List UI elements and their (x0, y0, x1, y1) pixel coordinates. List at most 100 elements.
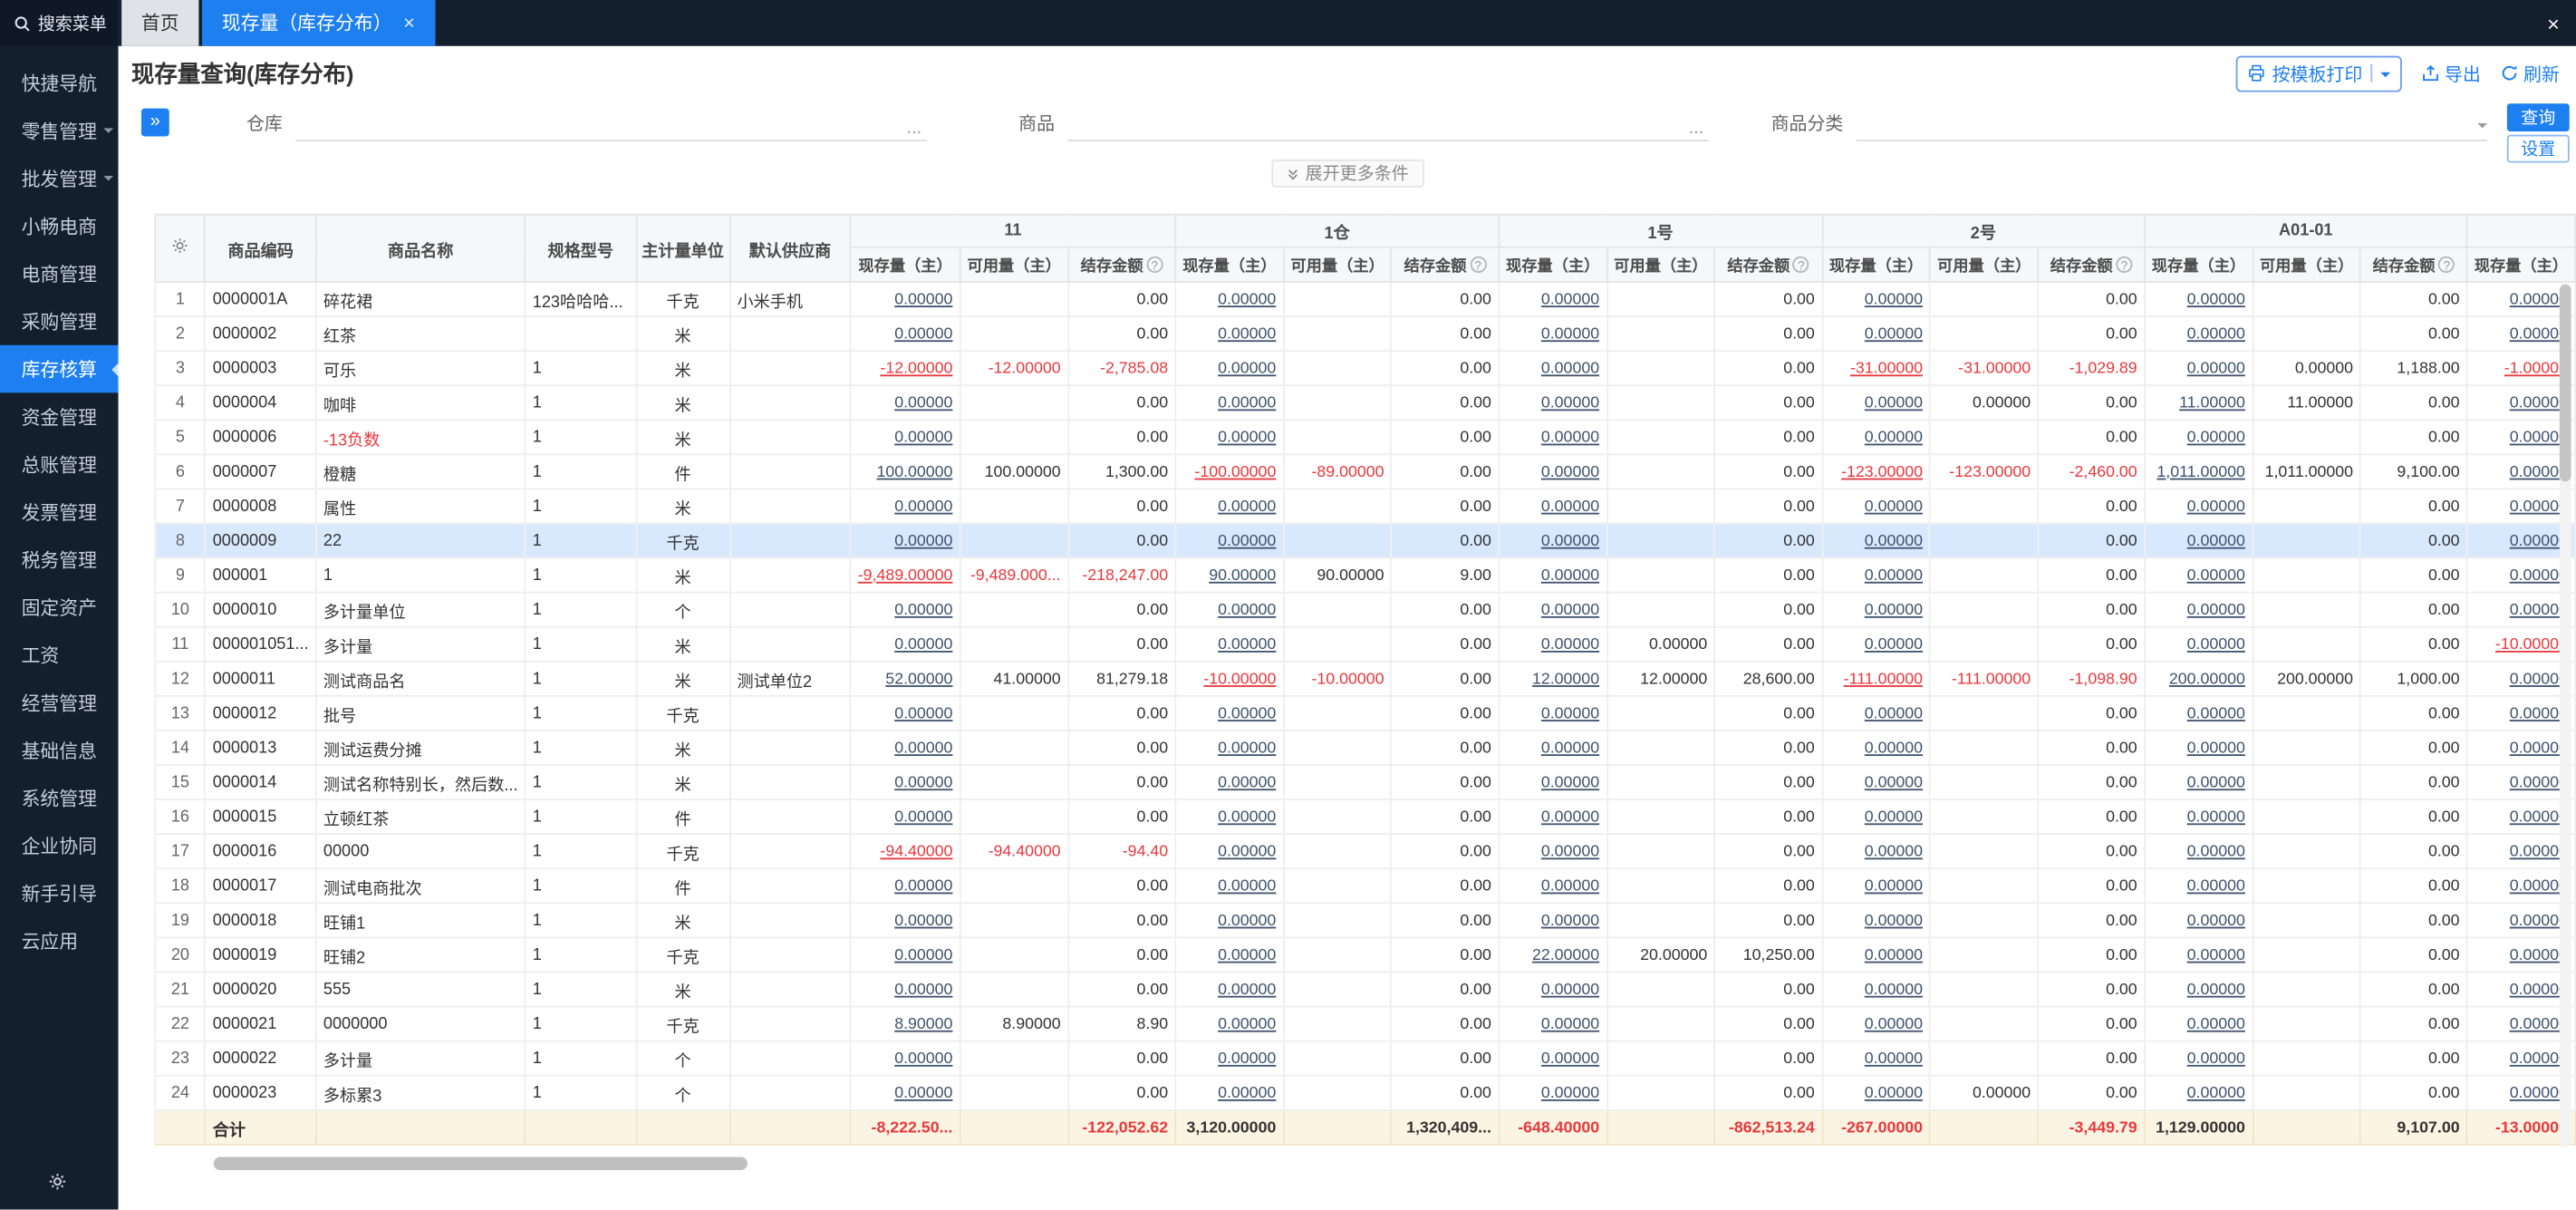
sidebar-item-2[interactable]: 零售管理 (0, 107, 119, 155)
onhand-qty-link[interactable]: 0.00000 (1218, 393, 1277, 412)
onhand-qty-link[interactable]: 0.00000 (2509, 600, 2568, 619)
onhand-qty-cell[interactable]: 22.00000 (1499, 937, 1608, 973)
onhand-qty-link[interactable]: 0.00000 (894, 876, 953, 895)
table-row[interactable]: 4 0000004 咖啡 1 米 0.00000 0.00 0.00000 0.00 0.0000… (154, 385, 2576, 421)
onhand-qty-cell[interactable]: 0.00000 (1499, 903, 1608, 939)
table-row[interactable]: 3 0000003 可乐 1 米 -12.00000 -12.00000 -2,785.08 0… (154, 351, 2576, 387)
onhand-qty-cell[interactable]: 0.00000 (850, 765, 961, 800)
onhand-qty-link[interactable]: 0.00000 (2186, 876, 2245, 895)
onhand-qty-cell[interactable]: 0.00000 (1821, 592, 1932, 628)
onhand-qty-cell[interactable]: 0.00000 (850, 799, 961, 836)
onhand-qty-cell[interactable]: 0.00000 (2466, 523, 2576, 559)
onhand-qty-link[interactable]: 0.00000 (1864, 876, 1923, 895)
onhand-qty-link[interactable]: 0.00000 (1864, 1049, 1923, 1068)
onhand-qty-cell[interactable]: 0.00000 (1821, 626, 1932, 663)
onhand-qty-cell[interactable]: 0.00000 (2466, 281, 2576, 317)
onhand-qty-cell[interactable]: 0.00000 (1175, 316, 1285, 353)
print-by-template-button[interactable]: 按模板打印 (2235, 54, 2402, 92)
sidebar-item-6[interactable]: 采购管理 (0, 297, 119, 345)
goods-input[interactable] (1067, 113, 1684, 140)
sidebar-settings-gear-icon[interactable] (48, 1170, 68, 1200)
onhand-qty-link[interactable]: 0.00000 (2186, 531, 2245, 550)
info-icon[interactable]: ? (2116, 256, 2133, 273)
onhand-qty-cell[interactable]: 0.00000 (2144, 972, 2253, 1008)
onhand-qty-cell[interactable]: 0.00000 (1499, 765, 1608, 800)
table-row[interactable]: 9 000001 1 1 米 -9,489.00000 -9,489.000... -218,… (154, 557, 2576, 594)
table-row[interactable]: 18 0000017 测试电商批次 1 件 0.00000 0.00 0.00000 0.00 0… (154, 868, 2576, 905)
sidebar-item-11[interactable]: 税务管理 (0, 536, 119, 584)
onhand-qty-link[interactable]: 0.00000 (894, 428, 953, 447)
onhand-qty-cell[interactable]: 0.00000 (1821, 523, 1932, 559)
onhand-qty-cell[interactable]: 0.00000 (2466, 1041, 2576, 1077)
onhand-qty-link[interactable]: 0.00000 (2186, 773, 2245, 792)
onhand-qty-link[interactable]: 0.00000 (1864, 773, 1923, 792)
onhand-qty-cell[interactable]: 8.90000 (850, 1006, 961, 1042)
onhand-qty-cell[interactable]: 0.00000 (1821, 903, 1932, 939)
sidebar-item-14[interactable]: 经营管理 (0, 679, 119, 727)
onhand-qty-link[interactable]: 0.00000 (1540, 359, 1600, 378)
close-icon[interactable]: × (2547, 10, 2560, 35)
onhand-qty-link[interactable]: 0.00000 (2509, 911, 2568, 930)
onhand-qty-cell[interactable]: 11.00000 (2144, 385, 2253, 421)
onhand-qty-link[interactable]: -12.00000 (880, 359, 953, 378)
onhand-qty-cell[interactable]: 0.00000 (2466, 730, 2576, 766)
onhand-qty-link[interactable]: 0.00000 (2509, 703, 2568, 722)
onhand-qty-link[interactable]: 0.00000 (2186, 497, 2245, 516)
onhand-qty-cell[interactable]: 0.00000 (1499, 730, 1608, 766)
onhand-qty-cell[interactable]: 0.00000 (850, 972, 961, 1008)
table-row[interactable]: 13 0000012 批号 1 千克 0.00000 0.00 0.00000 0.00 0.00… (154, 695, 2576, 731)
table-row[interactable]: 14 0000013 测试运费分摊 1 米 0.00000 0.00 0.00000 0.00 0… (154, 730, 2576, 766)
onhand-qty-cell[interactable]: 0.00000 (1499, 1041, 1608, 1077)
onhand-qty-link[interactable]: 0.00000 (1218, 911, 1277, 930)
onhand-qty-link[interactable]: 0.00000 (894, 703, 953, 722)
onhand-qty-cell[interactable]: 0.00000 (2144, 316, 2253, 353)
onhand-qty-cell[interactable]: 0.00000 (1175, 834, 1285, 870)
onhand-qty-cell[interactable]: 0.00000 (1175, 1041, 1285, 1077)
onhand-qty-cell[interactable]: 0.00000 (1499, 626, 1608, 663)
onhand-qty-cell[interactable]: 0.00000 (1499, 316, 1608, 353)
sidebar-search[interactable]: 搜索菜单 (0, 0, 119, 46)
onhand-qty-link[interactable]: 0.00000 (894, 773, 953, 792)
onhand-qty-cell[interactable]: 0.00000 (2466, 316, 2576, 353)
onhand-qty-link[interactable]: 11.00000 (2179, 393, 2245, 412)
onhand-qty-link[interactable]: 0.00000 (894, 324, 953, 344)
onhand-qty-cell[interactable]: 0.00000 (2144, 799, 2253, 836)
onhand-qty-cell[interactable]: -94.40000 (850, 834, 961, 870)
table-row[interactable]: 6 0000007 橙糖 1 件 100.00000 100.00000 1,300.00 -1… (154, 454, 2576, 490)
onhand-qty-link[interactable]: 0.00000 (1864, 703, 1923, 722)
onhand-qty-cell[interactable]: 0.00000 (1821, 868, 1932, 905)
onhand-qty-link[interactable]: 0.00000 (2186, 1014, 2245, 1033)
onhand-qty-cell[interactable]: 0.00000 (850, 937, 961, 973)
onhand-qty-cell[interactable]: 0.00000 (1175, 937, 1285, 973)
onhand-qty-cell[interactable]: 0.00000 (1175, 592, 1285, 628)
onhand-qty-cell[interactable]: 100.00000 (850, 454, 961, 490)
onhand-qty-cell[interactable]: 0.00000 (1175, 1006, 1285, 1042)
onhand-qty-link[interactable]: 0.00000 (1218, 808, 1277, 827)
onhand-qty-cell[interactable]: 0.00000 (1175, 765, 1285, 800)
onhand-qty-link[interactable]: 0.00000 (2509, 393, 2568, 412)
onhand-qty-link[interactable]: 0.00000 (2186, 808, 2245, 827)
onhand-qty-link[interactable]: 0.00000 (2509, 1014, 2568, 1033)
onhand-qty-link[interactable]: 0.00000 (1540, 1049, 1600, 1068)
onhand-qty-link[interactable]: 0.00000 (2186, 634, 2245, 653)
onhand-qty-link[interactable]: 90.00000 (1209, 566, 1277, 585)
sidebar-item-15[interactable]: 基础信息 (0, 726, 119, 774)
onhand-qty-link[interactable]: 0.00000 (1218, 739, 1277, 757)
onhand-qty-link[interactable]: 0.00000 (1218, 600, 1277, 619)
onhand-qty-link[interactable]: 0.00000 (1864, 634, 1923, 653)
table-row[interactable]: 20 0000019 旺铺2 1 千克 0.00000 0.00 0.00000 0.00 22.… (154, 937, 2576, 973)
onhand-qty-link[interactable]: 0.00000 (1864, 566, 1923, 585)
table-row[interactable]: 12 0000011 测试商品名 1 米测试单位2 52.00000 41.00000 81,… (154, 661, 2576, 697)
onhand-qty-link[interactable]: 0.00000 (2186, 911, 2245, 930)
onhand-qty-link[interactable]: 0.00000 (1218, 634, 1277, 653)
onhand-qty-cell[interactable]: 0.00000 (2144, 730, 2253, 766)
onhand-qty-link[interactable]: 0.00000 (1218, 290, 1277, 308)
onhand-qty-link[interactable]: 0.00000 (1540, 980, 1600, 999)
onhand-qty-link[interactable]: 0.00000 (1540, 566, 1600, 585)
sidebar-item-10[interactable]: 发票管理 (0, 489, 119, 537)
vertical-scrollbar[interactable] (2559, 284, 2571, 1147)
info-icon[interactable]: ? (2438, 256, 2455, 273)
onhand-qty-link[interactable]: 0.00000 (1540, 703, 1600, 722)
onhand-qty-link[interactable]: 0.00000 (1864, 324, 1923, 344)
onhand-qty-cell[interactable]: 0.00000 (1499, 557, 1608, 594)
